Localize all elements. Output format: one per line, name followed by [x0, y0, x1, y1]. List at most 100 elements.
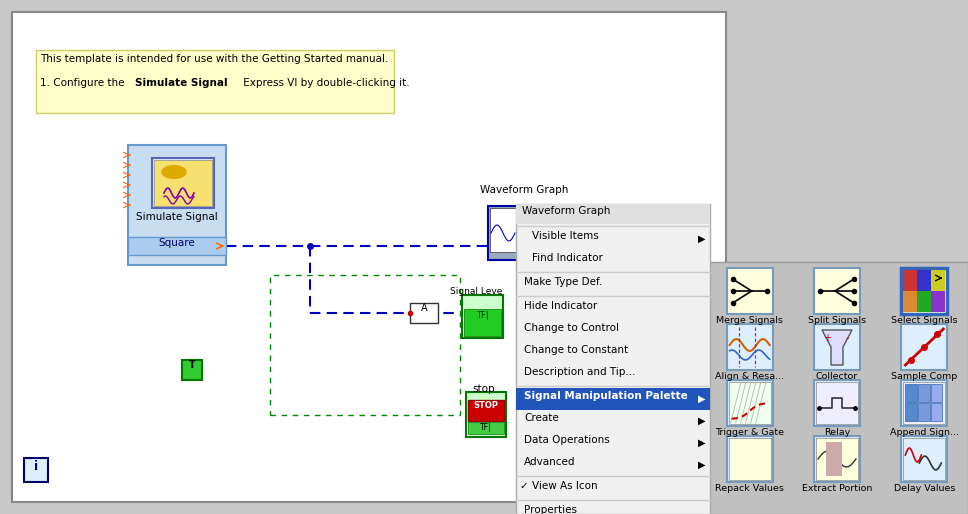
FancyBboxPatch shape: [903, 270, 918, 291]
Text: ▶: ▶: [698, 460, 706, 470]
Text: Make Type Def.: Make Type Def.: [524, 277, 602, 287]
Text: 1. Configure the: 1. Configure the: [40, 78, 128, 88]
Text: Hide Indicator: Hide Indicator: [524, 301, 597, 311]
FancyBboxPatch shape: [182, 360, 202, 380]
Text: Properties: Properties: [524, 505, 577, 514]
FancyBboxPatch shape: [826, 442, 842, 476]
FancyBboxPatch shape: [516, 204, 710, 224]
FancyBboxPatch shape: [128, 237, 226, 255]
Text: Align & Resa...: Align & Resa...: [715, 372, 784, 381]
FancyBboxPatch shape: [729, 382, 771, 424]
FancyBboxPatch shape: [918, 291, 931, 312]
FancyBboxPatch shape: [729, 438, 771, 480]
FancyBboxPatch shape: [466, 392, 506, 437]
FancyBboxPatch shape: [901, 436, 948, 482]
FancyBboxPatch shape: [814, 436, 860, 482]
FancyBboxPatch shape: [410, 303, 438, 323]
FancyBboxPatch shape: [24, 458, 48, 482]
Text: Data Operations: Data Operations: [524, 435, 610, 445]
Circle shape: [162, 166, 186, 178]
Text: TF|: TF|: [475, 311, 489, 320]
FancyBboxPatch shape: [516, 388, 710, 410]
Text: Split Signals: Split Signals: [808, 316, 866, 325]
FancyBboxPatch shape: [468, 400, 504, 421]
Text: Collector: Collector: [816, 372, 858, 381]
FancyBboxPatch shape: [931, 291, 946, 312]
Text: Append Sign...: Append Sign...: [890, 428, 959, 437]
Text: Find Indicator: Find Indicator: [532, 253, 603, 263]
Polygon shape: [822, 330, 852, 365]
Text: Visible Items: Visible Items: [532, 231, 599, 241]
FancyBboxPatch shape: [727, 268, 772, 314]
FancyBboxPatch shape: [727, 436, 772, 482]
Text: ▶: ▶: [698, 438, 706, 448]
Text: +: +: [823, 333, 831, 343]
Text: ▶: ▶: [698, 234, 706, 244]
FancyBboxPatch shape: [816, 438, 858, 480]
FancyBboxPatch shape: [464, 309, 501, 336]
FancyBboxPatch shape: [488, 206, 518, 260]
Text: T: T: [189, 360, 196, 370]
Text: Advanced: Advanced: [524, 457, 576, 467]
Text: Express VI by double-clicking it.: Express VI by double-clicking it.: [240, 78, 409, 88]
Text: ✓ View As Icon: ✓ View As Icon: [520, 481, 597, 491]
Text: Waveform Graph: Waveform Graph: [522, 206, 611, 216]
Text: Delay Values: Delay Values: [893, 484, 955, 493]
FancyBboxPatch shape: [152, 158, 214, 208]
FancyBboxPatch shape: [816, 382, 858, 424]
Text: Trigger & Gate: Trigger & Gate: [715, 428, 784, 437]
FancyBboxPatch shape: [706, 262, 968, 514]
Text: STOP: STOP: [473, 401, 499, 410]
FancyBboxPatch shape: [905, 384, 917, 402]
Text: Square: Square: [159, 238, 196, 248]
FancyBboxPatch shape: [903, 438, 946, 480]
Text: Extract Portion: Extract Portion: [802, 484, 872, 493]
Text: Description and Tip...: Description and Tip...: [524, 367, 636, 377]
FancyBboxPatch shape: [901, 324, 948, 370]
Text: Create: Create: [524, 413, 559, 423]
Text: ▶: ▶: [698, 394, 706, 404]
Text: stop: stop: [472, 384, 495, 394]
Text: Relay: Relay: [824, 428, 850, 437]
FancyBboxPatch shape: [36, 50, 394, 113]
Text: ▶: ▶: [698, 416, 706, 426]
FancyBboxPatch shape: [727, 380, 772, 426]
Text: Sample Comp: Sample Comp: [892, 372, 957, 381]
Text: Signal Manipulation Palette: Signal Manipulation Palette: [524, 391, 687, 401]
Text: -: -: [845, 333, 849, 343]
Text: Waveform Graph: Waveform Graph: [480, 185, 568, 195]
FancyBboxPatch shape: [901, 268, 948, 314]
Text: Signal Leve: Signal Leve: [450, 287, 502, 296]
FancyBboxPatch shape: [918, 384, 929, 402]
FancyBboxPatch shape: [931, 270, 946, 291]
FancyBboxPatch shape: [903, 291, 918, 312]
Text: TF|: TF|: [480, 423, 492, 432]
FancyBboxPatch shape: [516, 204, 710, 514]
FancyBboxPatch shape: [154, 160, 212, 206]
FancyBboxPatch shape: [490, 208, 516, 252]
FancyBboxPatch shape: [930, 384, 942, 402]
Text: Simulate Signal: Simulate Signal: [136, 212, 218, 222]
FancyBboxPatch shape: [905, 403, 917, 421]
FancyBboxPatch shape: [930, 403, 942, 421]
FancyBboxPatch shape: [814, 324, 860, 370]
Text: This template is intended for use with the Getting Started manual.: This template is intended for use with t…: [40, 54, 388, 64]
Text: Simulate Signal: Simulate Signal: [135, 78, 227, 88]
FancyBboxPatch shape: [468, 422, 504, 434]
Text: Repack Values: Repack Values: [715, 484, 784, 493]
FancyBboxPatch shape: [814, 268, 860, 314]
FancyBboxPatch shape: [128, 145, 226, 265]
FancyBboxPatch shape: [462, 295, 503, 338]
Text: Select Signals: Select Signals: [892, 316, 957, 325]
Text: i: i: [34, 460, 38, 473]
Text: Change to Constant: Change to Constant: [524, 345, 628, 355]
FancyBboxPatch shape: [12, 12, 726, 502]
Text: Change to Control: Change to Control: [524, 323, 619, 333]
FancyBboxPatch shape: [903, 382, 946, 424]
FancyBboxPatch shape: [918, 403, 929, 421]
FancyBboxPatch shape: [814, 380, 860, 426]
Text: Merge Signals: Merge Signals: [716, 316, 783, 325]
FancyBboxPatch shape: [901, 380, 948, 426]
Text: A: A: [421, 303, 427, 313]
FancyBboxPatch shape: [727, 324, 772, 370]
